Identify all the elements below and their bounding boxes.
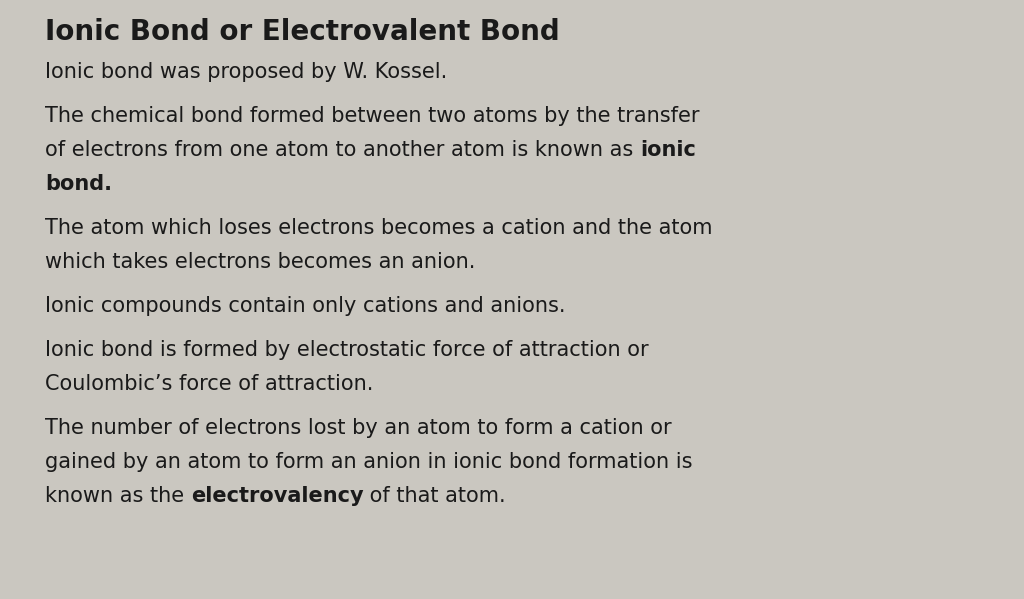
Text: Ionic bond was proposed by W. Kossel.: Ionic bond was proposed by W. Kossel. [45,62,447,82]
Text: gained by an atom to form an anion in ionic bond formation is: gained by an atom to form an anion in io… [45,452,692,472]
Text: of that atom.: of that atom. [364,486,506,506]
Text: Ionic bond is formed by electrostatic force of attraction or: Ionic bond is formed by electrostatic fo… [45,340,648,360]
Text: The number of electrons lost by an atom to form a cation or: The number of electrons lost by an atom … [45,418,672,438]
Text: ionic: ionic [640,140,695,160]
Text: The atom which loses electrons becomes a cation and the atom: The atom which loses electrons becomes a… [45,218,713,238]
Text: bond.: bond. [45,174,112,194]
Text: Coulombic’s force of attraction.: Coulombic’s force of attraction. [45,374,374,394]
Text: which takes electrons becomes an anion.: which takes electrons becomes an anion. [45,252,475,272]
Text: Ionic Bond or Electrovalent Bond: Ionic Bond or Electrovalent Bond [45,18,560,46]
Text: electrovalency: electrovalency [190,486,364,506]
Text: The chemical bond formed between two atoms by the transfer: The chemical bond formed between two ato… [45,106,699,126]
Text: known as the: known as the [45,486,190,506]
Text: Ionic compounds contain only cations and anions.: Ionic compounds contain only cations and… [45,296,565,316]
Text: of electrons from one atom to another atom is known as: of electrons from one atom to another at… [45,140,640,160]
